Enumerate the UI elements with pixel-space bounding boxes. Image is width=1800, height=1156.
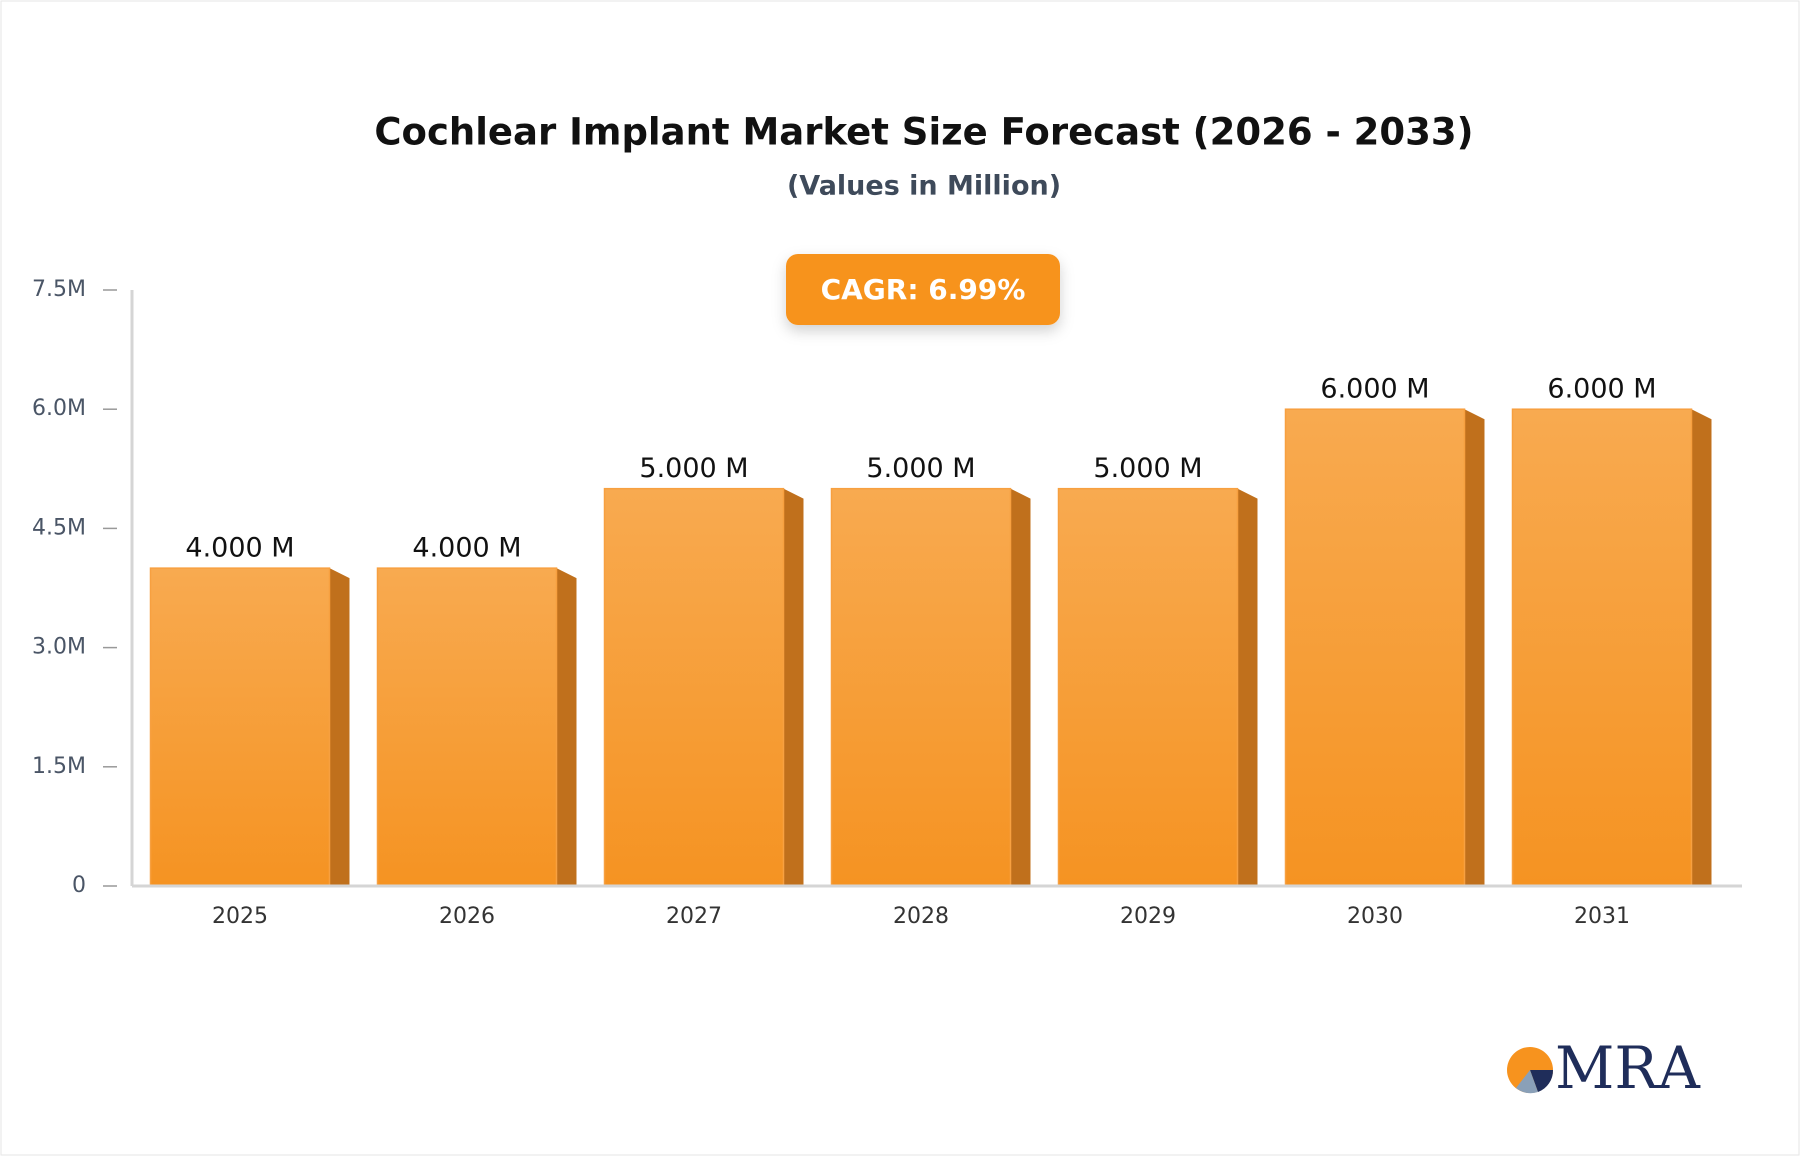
x-tick-label: 2031 (1574, 904, 1630, 929)
x-tick-label: 2029 (1120, 904, 1176, 929)
value-label: 4.000 M (185, 533, 294, 564)
x-tick-label: 2027 (666, 904, 722, 929)
cagr-label: CAGR: 6.99% (821, 273, 1026, 306)
x-tick-label: 2030 (1347, 904, 1403, 929)
bar-side (1237, 488, 1258, 886)
x-tick-label: 2026 (439, 904, 495, 929)
bar-side (329, 568, 350, 886)
value-label: 5.000 M (1093, 453, 1202, 484)
logo-text: MRA (1555, 1034, 1701, 1102)
bar-side (556, 568, 577, 886)
bar (1057, 487, 1239, 887)
y-tick-label: 7.5M (32, 277, 86, 302)
bar (376, 567, 558, 887)
bar-side (1691, 409, 1712, 886)
chart-subtitle: (Values in Million) (787, 171, 1061, 202)
bar (830, 487, 1012, 887)
bar-side (1464, 409, 1485, 886)
bar-side (1010, 488, 1031, 886)
y-tick-label: 1.5M (32, 754, 86, 779)
x-tick-label: 2025 (212, 904, 268, 929)
value-label: 5.000 M (866, 453, 975, 484)
logo-slice (1530, 1070, 1554, 1092)
bar (1511, 408, 1693, 887)
logo-slice (1516, 1070, 1538, 1094)
bar (603, 487, 785, 887)
bar (149, 567, 331, 887)
value-label: 6.000 M (1320, 374, 1429, 405)
bar (1284, 408, 1466, 887)
bar-side (783, 488, 804, 886)
y-tick-label: 0 (72, 873, 86, 898)
chart-title: Cochlear Implant Market Size Forecast (2… (374, 111, 1473, 154)
value-label: 6.000 M (1547, 374, 1656, 405)
value-label: 4.000 M (412, 533, 521, 564)
value-label: 5.000 M (639, 453, 748, 484)
cagr-badge (786, 254, 1060, 325)
y-tick-label: 6.0M (32, 396, 86, 421)
x-tick-label: 2028 (893, 904, 949, 929)
y-tick-label: 4.5M (32, 515, 86, 540)
logo: MRA (1507, 1034, 1701, 1102)
y-tick-label: 3.0M (32, 635, 86, 660)
